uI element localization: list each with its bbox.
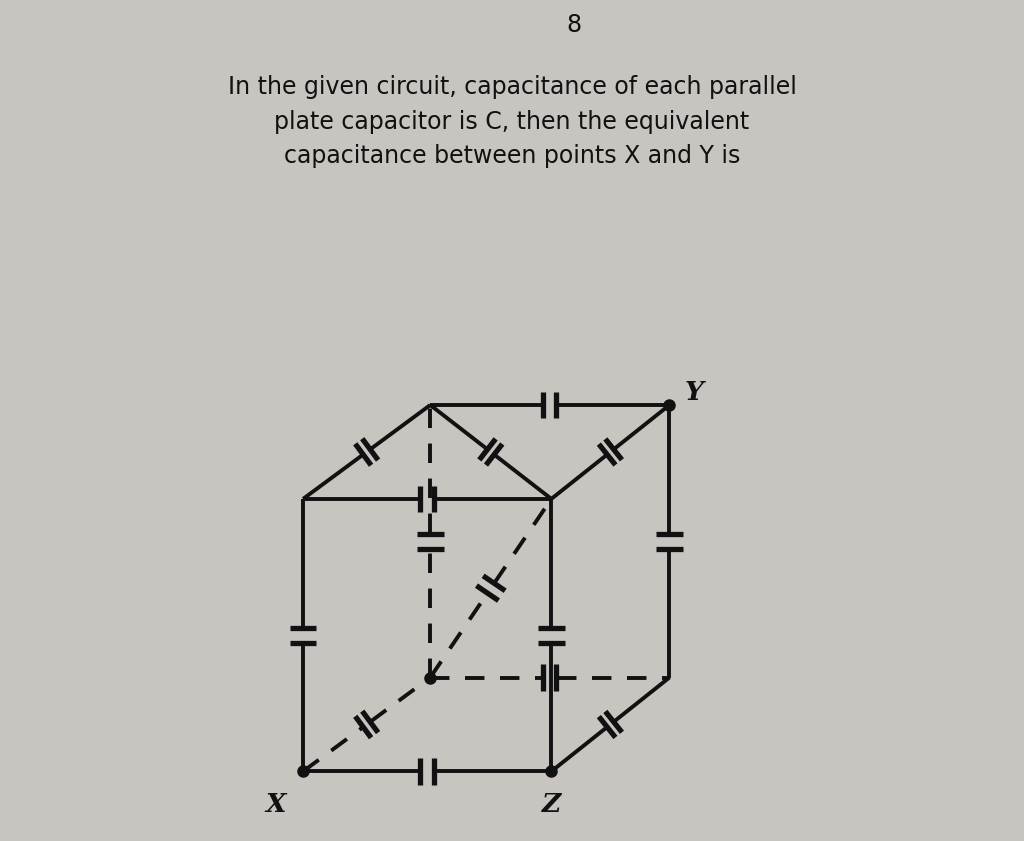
Text: In the given circuit, capacitance of each parallel
plate capacitor is C, then th: In the given circuit, capacitance of eac… xyxy=(227,76,797,168)
Text: Y: Y xyxy=(684,380,703,405)
Text: 8: 8 xyxy=(566,13,581,38)
Text: X: X xyxy=(265,792,286,817)
Text: Z: Z xyxy=(542,792,561,817)
